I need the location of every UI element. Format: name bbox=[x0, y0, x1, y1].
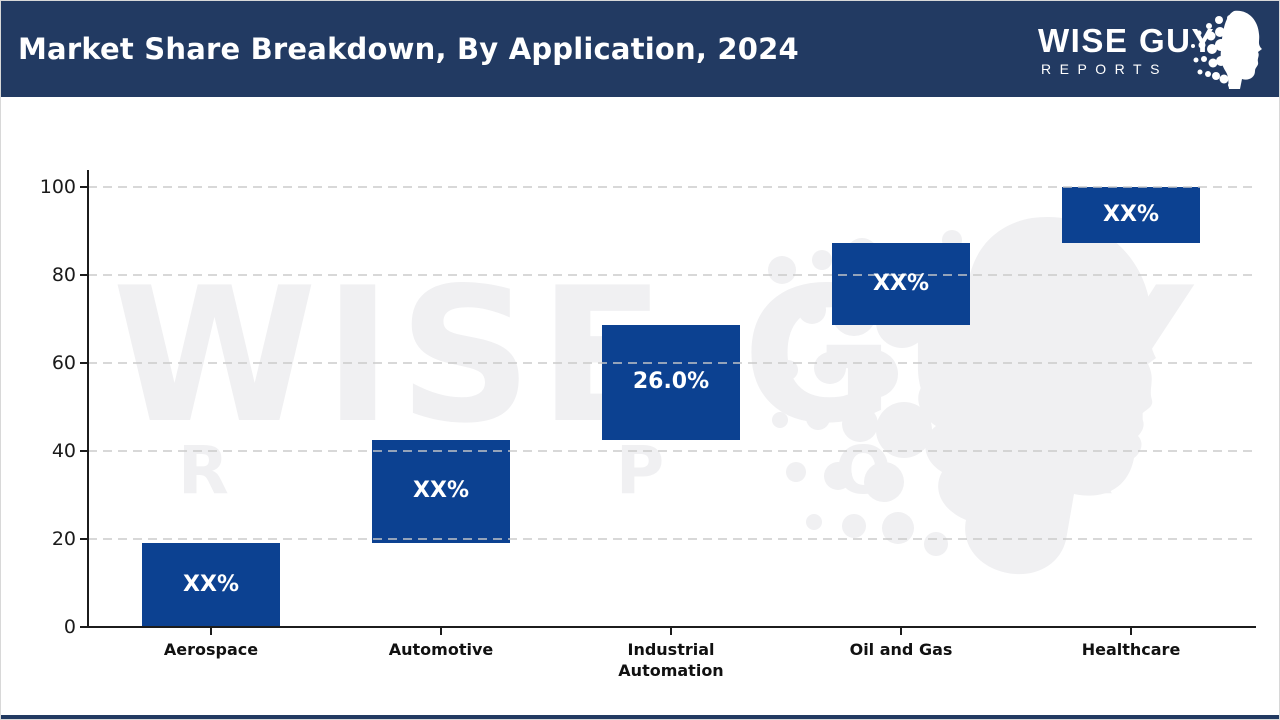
gridline-60 bbox=[88, 362, 1256, 364]
y-tick-label: 20 bbox=[51, 528, 76, 550]
y-tick-label: 100 bbox=[39, 176, 76, 198]
x-tick bbox=[210, 628, 212, 635]
bar-oil-and-gas bbox=[832, 243, 970, 326]
logo-wordmark: WISE GUY bbox=[1038, 22, 1216, 59]
x-tick bbox=[440, 628, 442, 635]
y-axis-line bbox=[87, 170, 89, 628]
gridline-20 bbox=[88, 538, 1256, 540]
x-tick bbox=[670, 628, 672, 635]
x-category-label: Industrial Automation bbox=[618, 640, 724, 680]
y-tick bbox=[80, 362, 88, 364]
gridline-100 bbox=[88, 186, 1256, 188]
bar-value-label: XX% bbox=[183, 572, 239, 598]
bar-aerospace bbox=[142, 543, 280, 627]
x-tick bbox=[900, 628, 902, 635]
logo-head-icon bbox=[1191, 10, 1262, 89]
x-category-label: Automotive bbox=[388, 640, 494, 659]
x-category-label: Oil and Gas bbox=[849, 640, 953, 659]
y-tick bbox=[80, 626, 88, 628]
footer-bar bbox=[0, 715, 1280, 720]
y-tick-label: 80 bbox=[51, 264, 76, 286]
x-category-label: Healthcare bbox=[1081, 640, 1181, 659]
page-title: Market Share Breakdown, By Application, … bbox=[18, 31, 799, 66]
gridline-80 bbox=[88, 274, 1256, 276]
bar-value-label: 26.0% bbox=[632, 369, 710, 395]
y-tick-label: 40 bbox=[51, 440, 76, 462]
x-category-label: Aerospace bbox=[163, 640, 259, 659]
x-tick bbox=[1130, 628, 1132, 635]
x-axis-line bbox=[87, 626, 1256, 628]
y-tick-label: 60 bbox=[51, 352, 76, 374]
y-tick bbox=[80, 450, 88, 452]
y-tick bbox=[80, 186, 88, 188]
logo-subtext: REPORTS bbox=[1041, 61, 1168, 77]
bar-value-label: XX% bbox=[873, 271, 929, 297]
bar-value-label: XX% bbox=[1103, 202, 1159, 228]
y-tick bbox=[80, 538, 88, 540]
bar-healthcare bbox=[1062, 187, 1200, 244]
wiseguy-logo: WISE GUY REPORTS bbox=[1010, 6, 1272, 92]
bar-automotive bbox=[372, 439, 510, 544]
bar-industrial-automation bbox=[602, 325, 740, 440]
gridline-40 bbox=[88, 450, 1256, 452]
header-bar: Market Share Breakdown, By Application, … bbox=[0, 0, 1280, 97]
bar-value-label: XX% bbox=[413, 478, 469, 504]
y-tick-label: 0 bbox=[63, 616, 76, 638]
y-tick bbox=[80, 274, 88, 276]
